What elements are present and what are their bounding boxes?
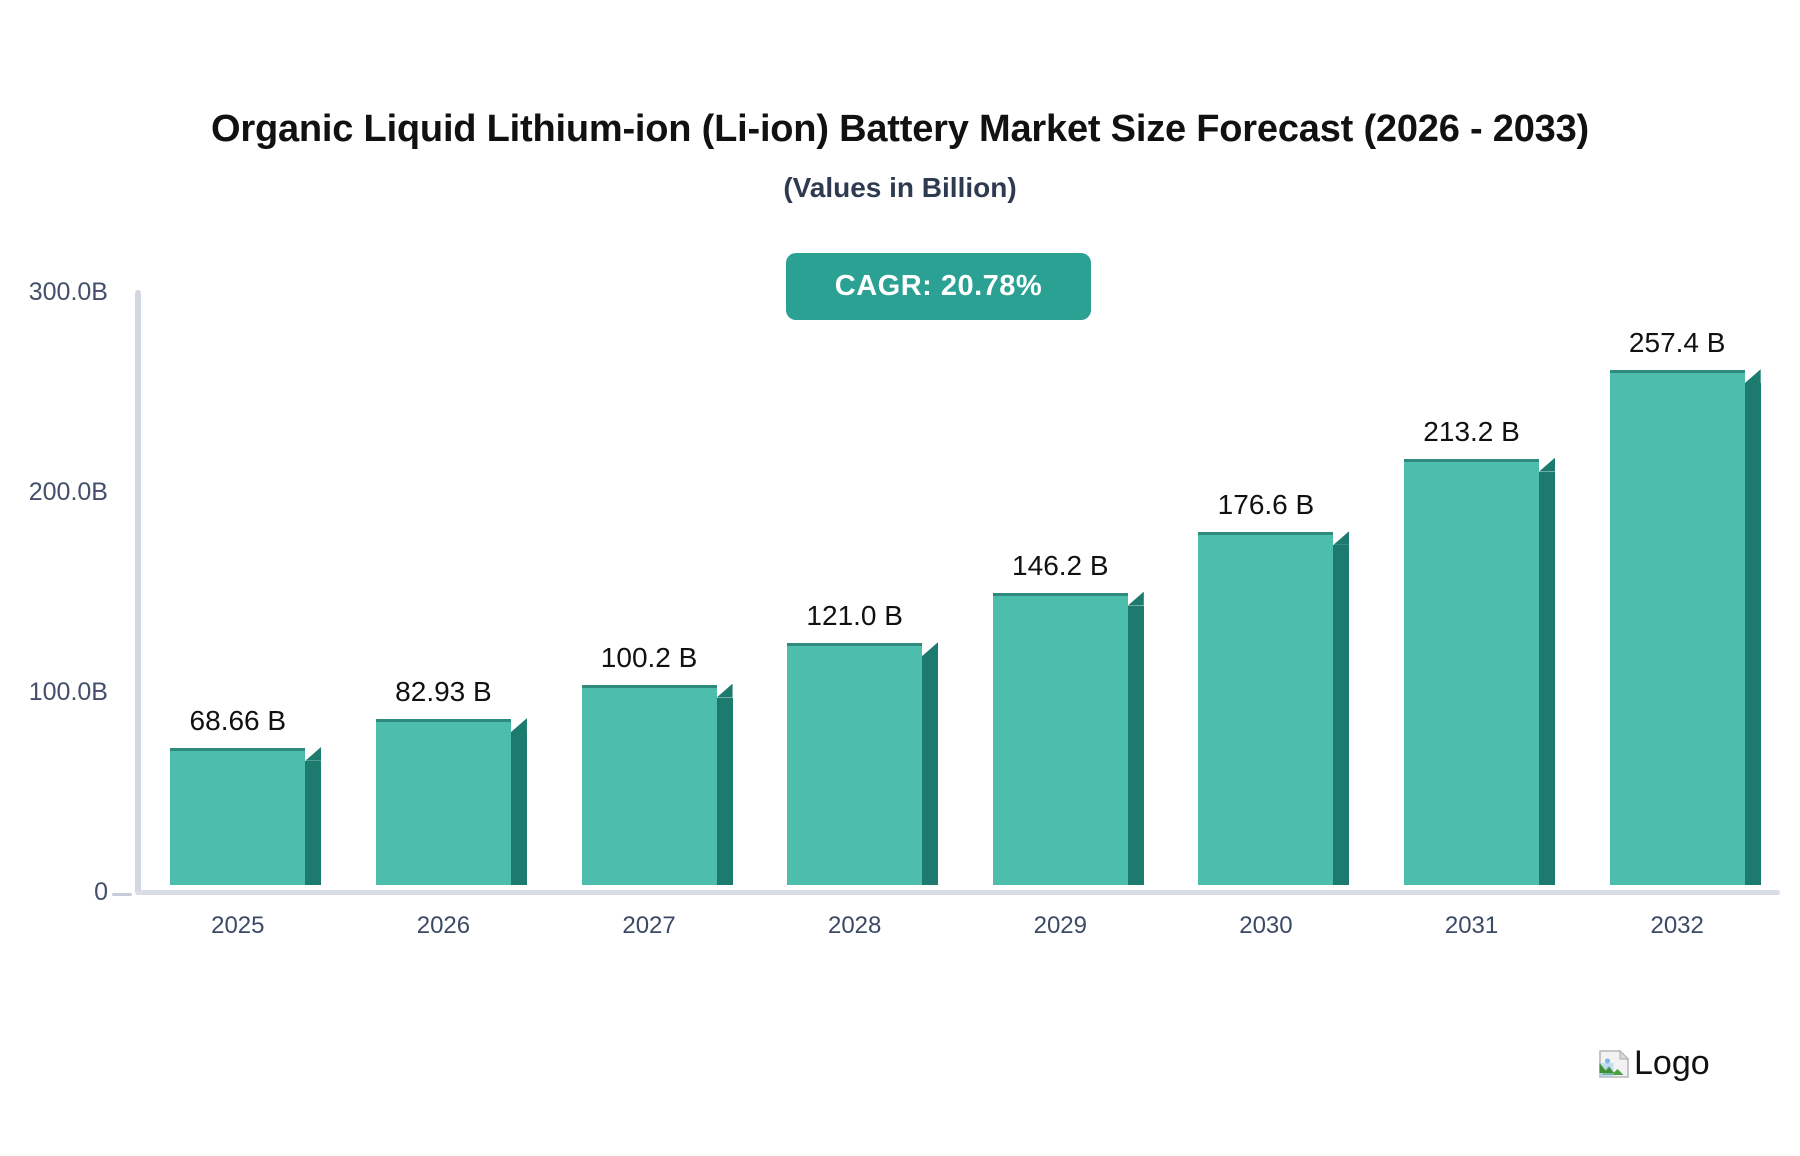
bar-side-face bbox=[1333, 544, 1350, 885]
bar-front-face bbox=[1198, 531, 1334, 885]
bar-side-face bbox=[305, 760, 322, 885]
bar-value-label: 257.4 B bbox=[1628, 327, 1726, 359]
chart-subtitle: (Values in Billion) bbox=[783, 172, 1017, 203]
bar-value-label: 176.6 B bbox=[1217, 488, 1315, 520]
logo-placeholder: Logo bbox=[1598, 1046, 1710, 1080]
y-tick-label: 100.0B bbox=[28, 678, 108, 706]
bar-2032[interactable] bbox=[1609, 369, 1761, 885]
x-tick-label-2028: 2028 bbox=[827, 912, 882, 939]
page-title: Organic Liquid Lithium-ion (Li-ion) Batt… bbox=[211, 108, 1589, 150]
bar-side-face bbox=[510, 732, 527, 885]
bar-value-label: 121.0 B bbox=[806, 600, 903, 631]
bar-side-bevel bbox=[922, 642, 939, 656]
bar-2029[interactable] bbox=[992, 591, 1144, 885]
y-axis-line bbox=[135, 290, 141, 895]
logo-label: Logo bbox=[1634, 1044, 1710, 1082]
bar-side-bevel bbox=[305, 746, 322, 761]
y-tick-mark bbox=[112, 893, 132, 896]
bar-side-face bbox=[1744, 383, 1761, 885]
bar-side-bevel bbox=[1127, 591, 1144, 606]
bar-2028[interactable] bbox=[787, 642, 939, 885]
plot-area: 68.66 B 82.93 B 100.2 B 121.0 B 146.2 B 176.6… bbox=[135, 290, 1780, 895]
x-tick-label-2029: 2029 bbox=[1033, 912, 1087, 939]
x-tick-label-2027: 2027 bbox=[622, 912, 676, 939]
bars-layer: 68.66 B 82.93 B 100.2 B 121.0 B 146.2 B 176.6… bbox=[135, 290, 1780, 890]
bar-side-bevel bbox=[510, 718, 527, 733]
cagr-badge: CAGR: 20.78% bbox=[786, 253, 1091, 320]
y-tick-label: 200.0B bbox=[28, 478, 108, 506]
bar-side-face bbox=[1127, 605, 1144, 885]
bar-front-face bbox=[581, 684, 717, 885]
bar-value-label: 82.93 B bbox=[395, 676, 492, 708]
bar-value-label: 100.2 B bbox=[600, 641, 698, 673]
bar-value-label: 213.2 B bbox=[1423, 415, 1520, 447]
bar-side-face bbox=[922, 656, 939, 885]
bar-side-bevel bbox=[1744, 369, 1761, 384]
bar-front-face bbox=[375, 719, 511, 885]
bar-2031[interactable] bbox=[1404, 457, 1556, 885]
bar-front-face bbox=[787, 643, 923, 885]
bar-value-label: 68.66 B bbox=[189, 704, 287, 736]
x-tick-label-2026: 2026 bbox=[416, 912, 471, 939]
y-tick-label: 0 bbox=[94, 878, 108, 906]
bar-front-face bbox=[1404, 458, 1540, 885]
bar-value-label: 146.2 B bbox=[1012, 549, 1109, 581]
bar-2027[interactable] bbox=[581, 683, 733, 885]
bar-front-face bbox=[992, 592, 1128, 885]
x-axis-line bbox=[135, 890, 1780, 895]
bar-side-face bbox=[716, 697, 733, 885]
broken-image-icon bbox=[1598, 1046, 1632, 1080]
bar-front-face bbox=[170, 747, 306, 885]
bar-2025[interactable] bbox=[170, 746, 322, 885]
bar-2026[interactable] bbox=[375, 718, 527, 885]
x-tick-label-2025: 2025 bbox=[211, 912, 265, 939]
y-tick-label: 300.0B bbox=[28, 278, 108, 306]
bar-2030[interactable] bbox=[1198, 530, 1350, 885]
x-tick-label-2030: 2030 bbox=[1239, 912, 1293, 939]
x-tick-label-2032: 2032 bbox=[1650, 912, 1704, 939]
x-tick-label-2031: 2031 bbox=[1444, 912, 1499, 939]
bar-side-bevel bbox=[716, 683, 733, 698]
bar-side-bevel bbox=[1333, 530, 1350, 545]
bar-front-face bbox=[1609, 370, 1745, 885]
bar-side-bevel bbox=[1539, 457, 1556, 472]
bar-side-face bbox=[1539, 471, 1556, 885]
